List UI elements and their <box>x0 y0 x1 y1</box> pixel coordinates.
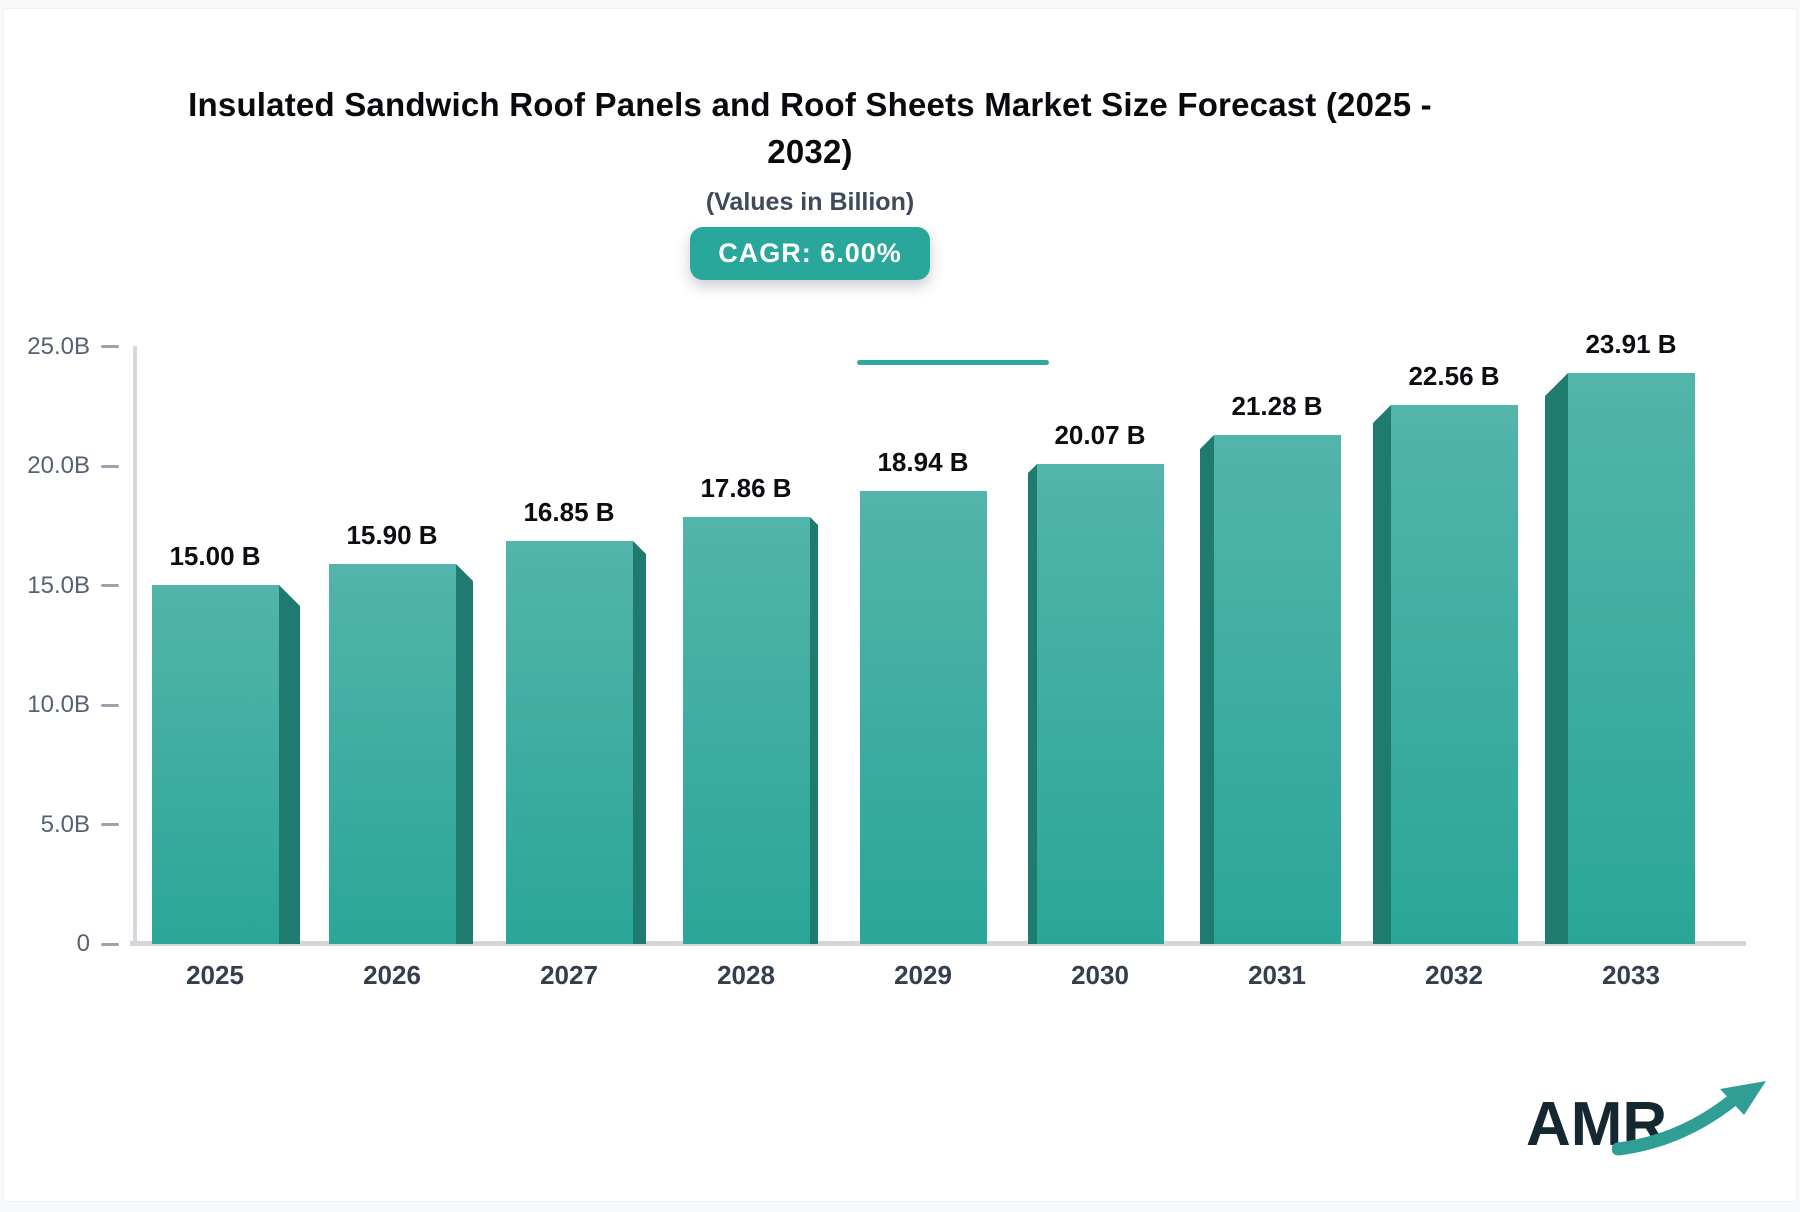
amr-logo: AMR <box>1526 1081 1776 1179</box>
y-tick-10.0B <box>101 703 119 707</box>
value-label-2033: 23.91 B <box>1585 329 1677 359</box>
bar-face-2033 <box>1568 373 1695 944</box>
y-tick-label: 20.0B <box>27 452 90 479</box>
y-tick-label: 5.0B <box>40 810 90 838</box>
value-label-2027: 16.85 B <box>523 497 615 527</box>
arrow-head <box>1720 1081 1766 1115</box>
y-tick-20.0B <box>101 464 119 468</box>
arrow-swoosh <box>1612 1092 1741 1156</box>
stray-teal-mark <box>857 360 1049 365</box>
value-label-2031: 21.28 B <box>1231 391 1323 421</box>
bar-face-2031 <box>1214 435 1341 944</box>
bar-2033[interactable] <box>1545 373 1695 944</box>
bar-2031[interactable] <box>1200 435 1341 944</box>
y-tick-label: 25.0B <box>27 332 90 360</box>
x-axis-label-2028: 2028 <box>717 960 775 990</box>
bar-face-2026 <box>329 564 456 944</box>
x-axis-label-2030: 2030 <box>1071 960 1129 990</box>
value-label-2025: 15.00 B <box>169 541 261 571</box>
value-label-2030: 20.07 B <box>1054 420 1146 450</box>
bar-face-2027 <box>506 541 633 944</box>
bar-side-2030 <box>1028 464 1037 944</box>
x-axis-label-2029: 2029 <box>894 960 952 990</box>
y-tick-label: 15.0B <box>27 571 90 599</box>
bar-face-2029 <box>860 491 987 944</box>
y-tick-0 <box>101 942 119 946</box>
plot-area: 0 5.0B 10.0B 15.0B 20.0B 25.0B 15.00 B 2025 15.9… <box>4 9 1796 1201</box>
value-label-2029: 18.94 B <box>877 447 969 477</box>
x-axis-label-2031: 2031 <box>1248 960 1306 990</box>
x-axis-label-2032: 2032 <box>1425 960 1483 990</box>
bar-side-2031 <box>1200 435 1214 944</box>
chart-header: Insulated Sandwich Roof Panels and Roof … <box>4 9 1616 280</box>
bar-face-2028 <box>683 517 810 944</box>
x-axis-label-2026: 2026 <box>363 960 421 990</box>
bar-2028[interactable] <box>683 517 818 944</box>
value-label-2032: 22.56 B <box>1408 361 1500 391</box>
bar-side-2026 <box>456 564 473 944</box>
x-axis-label-2027: 2027 <box>540 960 598 990</box>
chart-card: Insulated Sandwich Roof Panels and Roof … <box>3 8 1797 1202</box>
cagr-badge: CAGR: 6.00% <box>690 227 930 280</box>
bar-face-2025 <box>152 585 279 944</box>
growth-arrow-icon <box>1612 1081 1766 1156</box>
x-axis-label-2025: 2025 <box>186 960 244 990</box>
y-tick-25.0B <box>101 345 119 348</box>
y-tick-5.0B <box>101 823 119 826</box>
bar-side-2028 <box>810 517 818 944</box>
bar-2027[interactable] <box>506 541 646 944</box>
value-label-2028: 17.86 B <box>700 473 792 503</box>
chart-subtitle: (Values in Billion) <box>705 188 915 216</box>
value-label-2026: 15.90 B <box>346 520 438 550</box>
y-tick-15.0B <box>101 584 119 587</box>
bar-face-2030 <box>1037 464 1164 944</box>
y-tick-label: 0 <box>76 930 90 957</box>
y-axis-line <box>133 346 137 945</box>
x-axis-label-2033: 2033 <box>1602 960 1660 990</box>
bar-2026[interactable] <box>329 564 473 944</box>
y-tick-label: 10.0B <box>27 691 90 718</box>
bar-side-2032 <box>1373 405 1391 944</box>
bar-2025[interactable] <box>152 585 300 944</box>
chart-title-line-1: Insulated Sandwich Roof Panels and Roof … <box>188 86 1432 123</box>
bar-side-2025 <box>279 585 300 944</box>
chart-title-line-2: 2032) <box>767 133 853 170</box>
bar-2030[interactable] <box>1028 464 1164 944</box>
bar-side-2033 <box>1545 373 1568 944</box>
bar-face-2032 <box>1391 405 1518 944</box>
bar-2032[interactable] <box>1373 405 1518 944</box>
bar-2029[interactable] <box>860 491 987 944</box>
bar-side-2027 <box>633 541 646 944</box>
